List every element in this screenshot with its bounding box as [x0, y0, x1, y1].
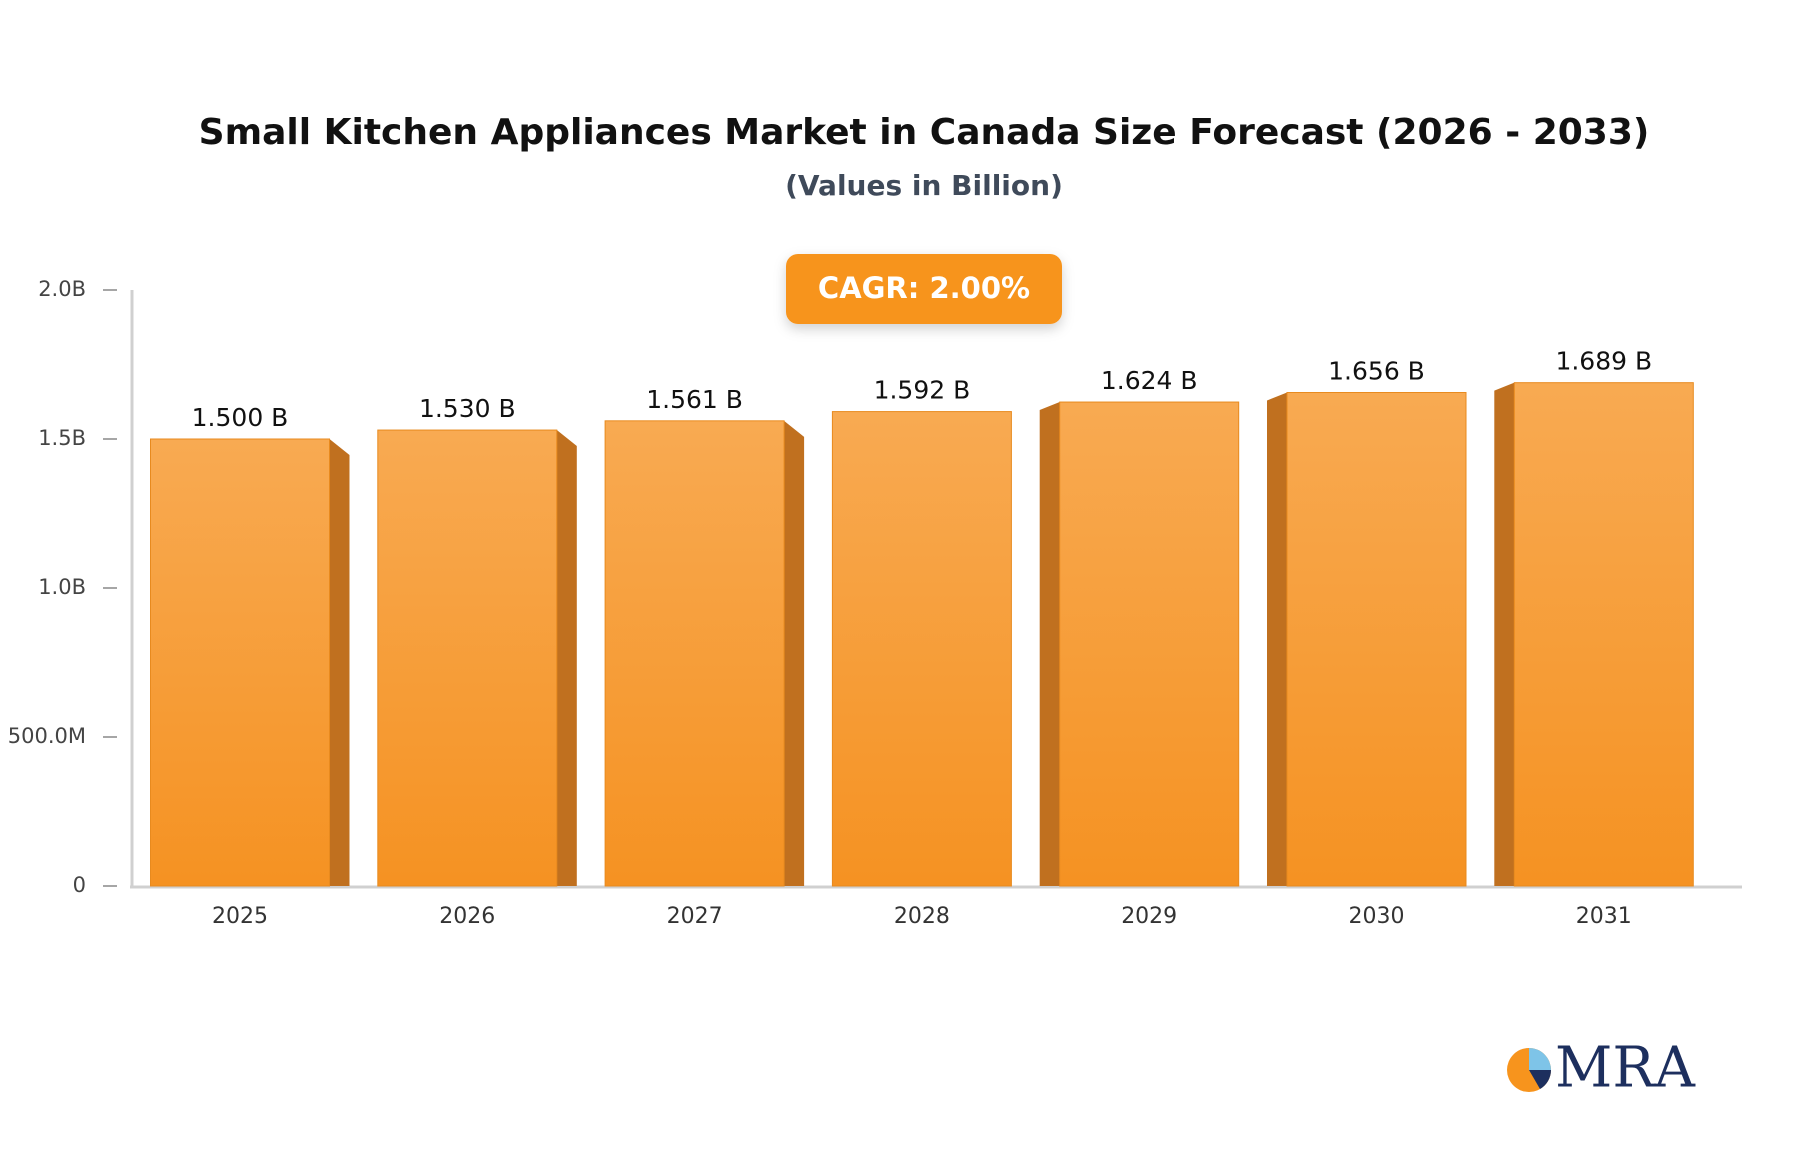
bar — [1267, 392, 1467, 887]
bar-side — [329, 439, 350, 886]
logo: MRA — [1507, 1036, 1696, 1101]
y-tick-label: 500.0M — [8, 724, 86, 748]
x-tick-label: 2029 — [1121, 904, 1177, 929]
value-label: 1.624 B — [1101, 366, 1198, 395]
x-tick-label: 2027 — [667, 904, 723, 929]
bar — [1039, 401, 1240, 887]
x-tick-label: 2030 — [1349, 904, 1405, 929]
bar-front — [1286, 392, 1467, 887]
cagr-box — [786, 254, 1062, 324]
bar-side — [1494, 382, 1515, 886]
value-label: 1.561 B — [646, 385, 743, 414]
logo-text: MRA — [1555, 1036, 1696, 1101]
x-tick-label: 2026 — [439, 904, 495, 929]
bar-front — [377, 429, 558, 887]
bar-front — [1059, 401, 1240, 887]
x-tick-label: 2031 — [1576, 904, 1632, 929]
bar — [831, 411, 1012, 887]
bar-front — [150, 438, 330, 887]
logo-slice — [1529, 1048, 1551, 1070]
bar — [377, 429, 577, 887]
bar-side — [556, 430, 577, 886]
y-tick-label: 1.5B — [38, 426, 86, 450]
cagr-badge: CAGR: 2.00% — [786, 254, 1062, 324]
bar-front — [1513, 382, 1694, 887]
x-tick-label: 2025 — [212, 904, 268, 929]
value-label: 1.592 B — [874, 376, 971, 405]
value-label: 1.689 B — [1555, 347, 1652, 376]
bar-side — [1039, 402, 1060, 886]
chart-title: Small Kitchen Appliances Market in Canad… — [199, 112, 1650, 153]
value-label: 1.656 B — [1328, 357, 1425, 386]
cagr-label: CAGR: 2.00% — [818, 271, 1030, 305]
bar — [1494, 382, 1694, 887]
bar-side — [1267, 392, 1287, 886]
bar-front — [604, 420, 785, 887]
value-label: 1.500 B — [192, 403, 289, 432]
chart-subtitle: (Values in Billion) — [785, 169, 1063, 202]
y-tick-label: 2.0B — [38, 277, 86, 301]
bar — [604, 420, 805, 887]
bar — [150, 438, 350, 887]
x-tick-label: 2028 — [894, 904, 950, 929]
value-label: 1.530 B — [419, 394, 516, 423]
logo-slice — [1529, 1070, 1551, 1089]
y-tick-label: 1.0B — [38, 575, 86, 599]
bar-side — [784, 420, 805, 886]
y-tick-label: 0 — [73, 873, 86, 897]
bar-front — [831, 411, 1012, 887]
